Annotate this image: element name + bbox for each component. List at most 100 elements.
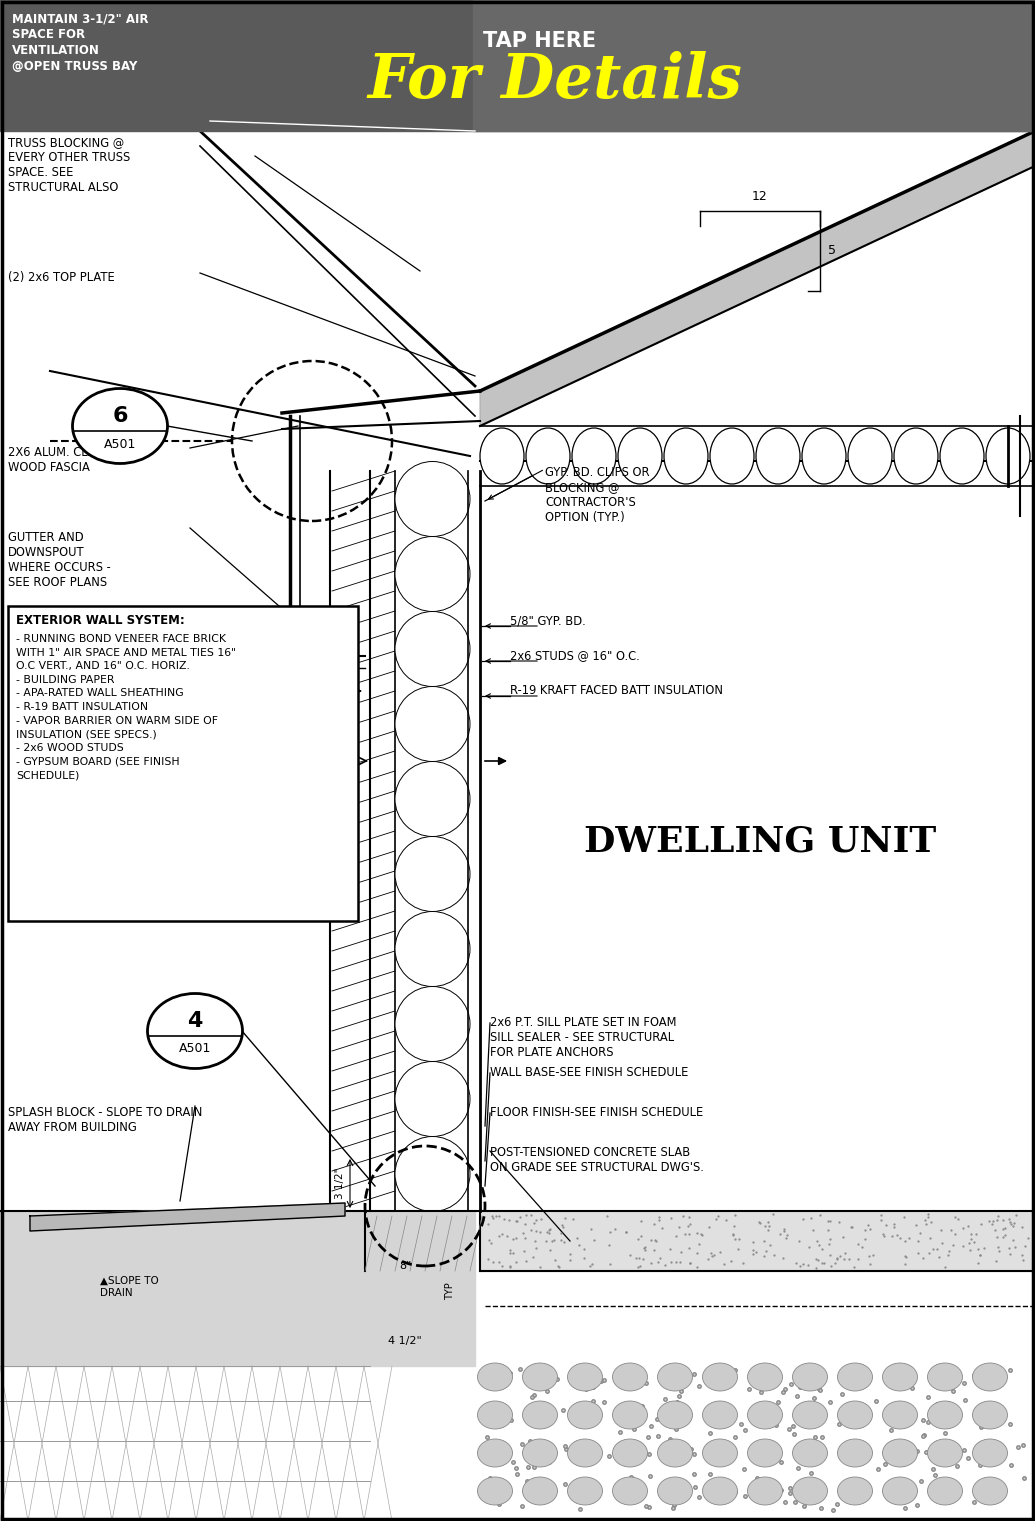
Text: FLOOR FINISH-SEE FINISH SCHEDULE: FLOOR FINISH-SEE FINISH SCHEDULE [490, 1106, 703, 1119]
Ellipse shape [756, 427, 800, 484]
Text: - RUNNING BOND VENEER FACE BRICK
WITH 1" AIR SPACE AND METAL TIES 16"
O.C VERT.,: - RUNNING BOND VENEER FACE BRICK WITH 1"… [16, 634, 236, 780]
Circle shape [395, 762, 470, 837]
Text: 5: 5 [828, 245, 836, 257]
Ellipse shape [927, 1363, 963, 1392]
Ellipse shape [657, 1477, 692, 1504]
Ellipse shape [793, 1401, 828, 1430]
Circle shape [395, 537, 470, 611]
Circle shape [395, 686, 470, 762]
Text: 2X6 ALUM. CLAD
WOOD FASCIA: 2X6 ALUM. CLAD WOOD FASCIA [8, 446, 105, 475]
Text: 2x6 P.T. SILL PLATE SET IN FOAM
SILL SEALER - SEE STRUCTURAL
FOR PLATE ANCHORS: 2x6 P.T. SILL PLATE SET IN FOAM SILL SEA… [490, 1016, 677, 1059]
Ellipse shape [927, 1439, 963, 1466]
Ellipse shape [973, 1439, 1007, 1466]
Ellipse shape [747, 1363, 782, 1392]
Ellipse shape [883, 1401, 917, 1430]
Text: 2x6 STUDS @ 16" O.C.: 2x6 STUDS @ 16" O.C. [510, 649, 640, 663]
Ellipse shape [572, 427, 616, 484]
Ellipse shape [526, 427, 570, 484]
Ellipse shape [523, 1439, 558, 1466]
Ellipse shape [523, 1401, 558, 1430]
Text: 2'-6": 2'-6" [203, 669, 231, 683]
Ellipse shape [567, 1477, 602, 1504]
Ellipse shape [567, 1401, 602, 1430]
Text: POST-TENSIONED CONCRETE SLAB
ON GRADE SEE STRUCTURAL DWG'S.: POST-TENSIONED CONCRETE SLAB ON GRADE SE… [490, 1145, 704, 1174]
Text: 8": 8" [398, 1261, 411, 1272]
Bar [473, 0, 1035, 131]
Ellipse shape [883, 1439, 917, 1466]
Bar [0, 0, 1035, 131]
Bar [8, 605, 358, 922]
Ellipse shape [567, 1439, 602, 1466]
Ellipse shape [657, 1363, 692, 1392]
Text: TYP: TYP [445, 1282, 455, 1300]
Text: TYP.: TYP. [205, 700, 229, 712]
Circle shape [395, 1062, 470, 1136]
Circle shape [395, 611, 470, 686]
Ellipse shape [793, 1477, 828, 1504]
Text: 12: 12 [752, 190, 768, 202]
Text: WALL BASE-SEE FINISH SCHEDULE: WALL BASE-SEE FINISH SCHEDULE [490, 1066, 688, 1078]
Circle shape [395, 1136, 470, 1212]
Ellipse shape [710, 427, 755, 484]
Ellipse shape [703, 1363, 738, 1392]
Ellipse shape [477, 1401, 512, 1430]
Ellipse shape [927, 1477, 963, 1504]
Text: VENTILATED VINYL
SOFFIT W/ SOFFIT
BRACING PER MFR'S
RECOMMENDATIONS: VENTILATED VINYL SOFFIT W/ SOFFIT BRACIN… [8, 627, 127, 684]
Text: EXTERIOR WALL SYSTEM:: EXTERIOR WALL SYSTEM: [16, 614, 185, 627]
Ellipse shape [480, 427, 524, 484]
Polygon shape [480, 131, 1035, 426]
Text: DWELLING UNIT: DWELLING UNIT [584, 824, 936, 858]
Polygon shape [480, 1211, 1035, 1272]
Ellipse shape [657, 1401, 692, 1430]
Ellipse shape [883, 1477, 917, 1504]
Ellipse shape [72, 388, 168, 464]
Text: A501: A501 [104, 438, 137, 450]
Text: 3 1/2": 3 1/2" [335, 1167, 345, 1199]
Ellipse shape [477, 1439, 512, 1466]
Ellipse shape [657, 1439, 692, 1466]
Ellipse shape [973, 1477, 1007, 1504]
Ellipse shape [848, 427, 892, 484]
Ellipse shape [703, 1439, 738, 1466]
Ellipse shape [973, 1401, 1007, 1430]
Ellipse shape [940, 427, 984, 484]
Text: R-19 KRAFT FACED BATT INSULATION: R-19 KRAFT FACED BATT INSULATION [510, 684, 723, 698]
Ellipse shape [613, 1401, 648, 1430]
Ellipse shape [523, 1477, 558, 1504]
Ellipse shape [613, 1439, 648, 1466]
Ellipse shape [802, 427, 846, 484]
Circle shape [395, 987, 470, 1062]
Ellipse shape [793, 1363, 828, 1392]
Text: 6: 6 [112, 406, 127, 426]
Ellipse shape [837, 1401, 873, 1430]
Text: A501: A501 [179, 1042, 211, 1056]
Ellipse shape [523, 1363, 558, 1392]
Ellipse shape [986, 427, 1030, 484]
Text: TAP HERE: TAP HERE [483, 30, 596, 52]
Circle shape [395, 837, 470, 911]
Ellipse shape [747, 1439, 782, 1466]
Text: MAINTAIN 3-1/2" AIR
SPACE FOR
VENTILATION
@OPEN TRUSS BAY: MAINTAIN 3-1/2" AIR SPACE FOR VENTILATIO… [12, 12, 148, 73]
Ellipse shape [837, 1477, 873, 1504]
Text: (2) 2x6 TOP PLATE: (2) 2x6 TOP PLATE [8, 271, 115, 284]
Ellipse shape [883, 1363, 917, 1392]
Circle shape [395, 911, 470, 987]
Text: GYP. BD. CLIPS OR
BLOCKING @
CONTRACTOR'S
OPTION (TYP.): GYP. BD. CLIPS OR BLOCKING @ CONTRACTOR'… [545, 465, 650, 525]
Ellipse shape [703, 1401, 738, 1430]
Ellipse shape [703, 1477, 738, 1504]
Ellipse shape [613, 1363, 648, 1392]
Ellipse shape [477, 1477, 512, 1504]
Ellipse shape [973, 1363, 1007, 1392]
Ellipse shape [927, 1401, 963, 1430]
Ellipse shape [148, 993, 242, 1068]
Text: 4 1/2": 4 1/2" [388, 1335, 422, 1346]
Text: GUTTER AND
DOWNSPOUT
WHERE OCCURS -
SEE ROOF PLANS: GUTTER AND DOWNSPOUT WHERE OCCURS - SEE … [8, 531, 111, 589]
Ellipse shape [477, 1363, 512, 1392]
Text: 5/8" GYP. BD.: 5/8" GYP. BD. [510, 614, 586, 628]
Polygon shape [30, 1203, 345, 1230]
Text: ▲SLOPE TO
DRAIN: ▲SLOPE TO DRAIN [100, 1276, 158, 1297]
Ellipse shape [837, 1363, 873, 1392]
Text: 4: 4 [187, 1011, 203, 1031]
Text: TRUSS BLOCKING @
EVERY OTHER TRUSS
SPACE. SEE
STRUCTURAL ALSO: TRUSS BLOCKING @ EVERY OTHER TRUSS SPACE… [8, 135, 130, 195]
Ellipse shape [894, 427, 938, 484]
